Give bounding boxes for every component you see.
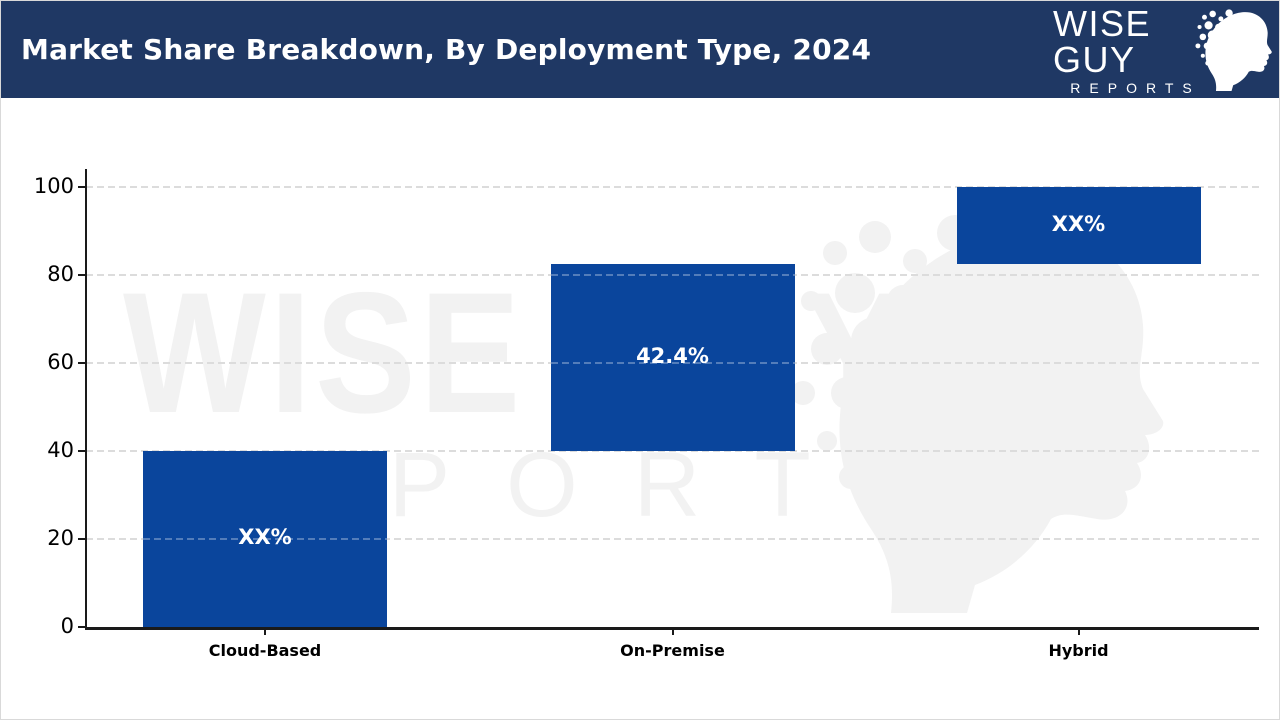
x-tick-mark <box>671 627 674 635</box>
x-category-label: Hybrid <box>1048 641 1109 660</box>
bar-value-label: XX% <box>1051 211 1106 236</box>
logo-face-icon <box>1195 9 1272 91</box>
bar-value-label: XX% <box>238 525 292 549</box>
y-tick-label: 20 <box>47 526 74 550</box>
watermark-face-icon <box>791 215 1164 613</box>
brand-subname: REPORTS <box>1070 79 1201 96</box>
y-tick-mark <box>78 626 86 628</box>
y-tick-mark <box>78 274 86 276</box>
y-tick-mark <box>78 186 86 188</box>
y-tick-mark <box>78 450 86 452</box>
y-tick-label: 100 <box>33 174 74 198</box>
y-gridline <box>86 186 1259 188</box>
gridline-over-bar <box>143 538 387 540</box>
bar-segment-cloud-based <box>143 451 387 627</box>
x-category-label: Cloud-Based <box>208 641 322 660</box>
y-tick-label: 60 <box>47 350 74 374</box>
gridline-over-bar <box>550 361 795 364</box>
bar-value-label: 42.4% <box>636 343 709 368</box>
y-axis-line <box>85 169 87 630</box>
x-tick-mark <box>264 627 266 635</box>
y-gridline <box>86 538 1259 540</box>
brand-name: WISE GUY <box>1053 2 1152 80</box>
gridline-over-bar <box>550 273 795 276</box>
bar-segment-hybrid <box>956 187 1201 265</box>
y-gridline <box>86 450 1259 452</box>
y-tick-label: 0 <box>60 614 74 638</box>
x-category-label: On-Premise <box>620 641 725 660</box>
bar-segment-on-premise <box>550 264 795 451</box>
x-tick-mark <box>1077 627 1080 635</box>
y-tick-label: 40 <box>47 438 74 462</box>
brand-logo-text: WISE GUY REPORTS <box>1053 2 1209 96</box>
chart-title: Market Share Breakdown, By Deployment Ty… <box>21 33 872 66</box>
header-bar: Market Share Breakdown, By Deployment Ty… <box>1 1 1279 98</box>
brand-logo: WISE GUY REPORTS <box>1015 2 1275 96</box>
x-axis-line <box>85 627 1259 630</box>
y-tick-label: 80 <box>47 262 74 286</box>
y-tick-mark <box>78 538 86 540</box>
y-tick-mark <box>78 362 86 364</box>
